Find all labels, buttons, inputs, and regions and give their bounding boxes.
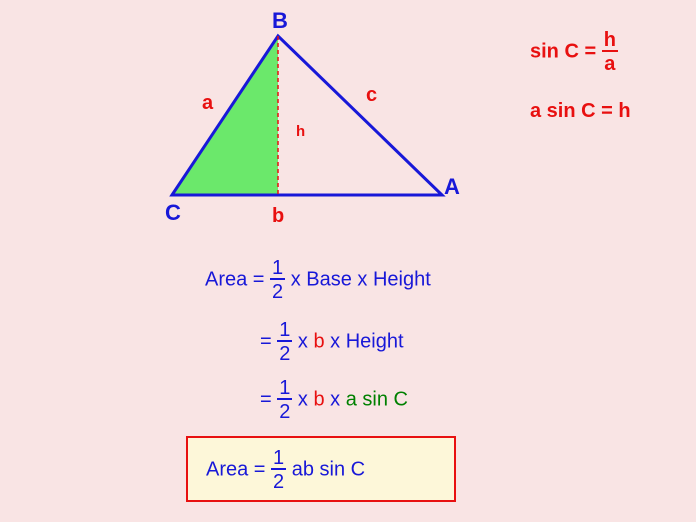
vertex-label-a: A — [444, 174, 460, 200]
side-label-b: b — [272, 205, 284, 228]
formula-line-3: = 12 x b x a sin C — [260, 378, 408, 422]
formula-line-1: Area = 12 x Base x Height — [205, 258, 431, 302]
formula-line-2: = 12 x b x Height — [260, 320, 404, 364]
equation-asinc: a sin C = h — [530, 100, 631, 123]
result-formula: Area = 12 ab sin C — [206, 448, 365, 492]
side-label-c: c — [366, 84, 377, 107]
side-label-a: a — [202, 92, 213, 115]
equation-sinc: sin C = ha — [530, 30, 618, 74]
vertex-label-b: B — [272, 8, 288, 34]
vertex-label-c: C — [165, 200, 181, 226]
height-label-h: h — [296, 123, 305, 140]
diagram-canvas: B C A a c b h sin C = ha a sin C = h Are… — [0, 0, 696, 522]
